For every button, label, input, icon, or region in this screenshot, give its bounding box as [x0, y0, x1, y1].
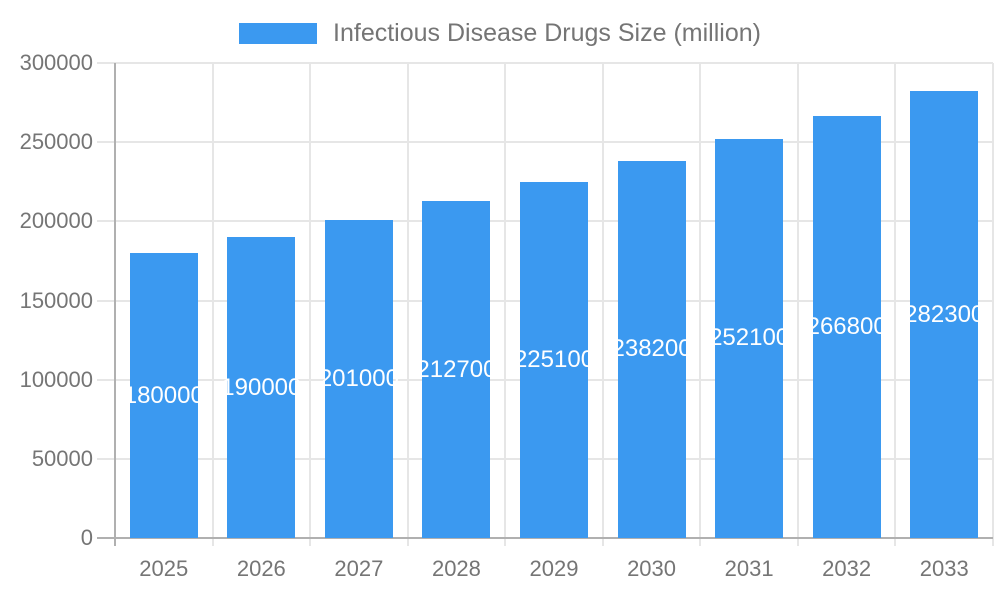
x-tick-label: 2029: [529, 556, 579, 581]
x-tick-label: 2025: [139, 556, 189, 581]
bar-value-label: 238200: [611, 335, 692, 363]
x-tick-label: 2027: [334, 556, 384, 581]
legend-swatch-icon: [239, 22, 318, 44]
bar-value-label: 252100: [709, 324, 790, 352]
bar-value-label: 225100: [513, 345, 595, 373]
y-tick-label: 50000: [31, 445, 93, 471]
x-tick-label: 2028: [431, 556, 481, 581]
y-gridline: [97, 62, 993, 64]
x-gridline: [309, 63, 312, 546]
y-gridline: [97, 141, 993, 144]
x-gridline: [504, 63, 507, 546]
bar-2029: [520, 181, 588, 538]
bar-value-label: 201000: [318, 364, 399, 392]
bar-2027: [324, 219, 393, 538]
x-tick-label: 2030: [627, 556, 677, 581]
y-tick-label: 250000: [19, 129, 93, 155]
x-tick-label: 2032: [822, 556, 872, 581]
y-tick-label: 150000: [19, 287, 93, 313]
bar-2033: [910, 91, 979, 538]
bar-value-label: 180000: [123, 381, 204, 409]
x-tick-label: 2031: [724, 556, 774, 581]
y-tick-label: 0: [80, 525, 93, 550]
y-tick-label: 100000: [19, 366, 93, 392]
x-gridline: [601, 63, 604, 546]
y-tick-label: 200000: [19, 208, 93, 234]
bar-2031: [715, 138, 784, 538]
bar-value-label: 282300: [904, 300, 985, 328]
bar-2028: [422, 201, 491, 538]
bar-value-label: 212700: [416, 355, 497, 383]
x-gridline: [894, 63, 897, 546]
bar-value-label: 190000: [221, 373, 302, 401]
x-gridline: [796, 63, 799, 546]
y-tick-label: 300000: [19, 50, 93, 75]
chart-legend: Infectious Disease Drugs Size (million): [0, 18, 1000, 47]
bar-value-label: 266800: [806, 312, 887, 340]
x-gridline: [699, 63, 702, 546]
x-gridline: [211, 63, 214, 546]
bar-2025: [129, 253, 198, 538]
x-axis-line: [97, 537, 993, 539]
y-axis-line: [114, 63, 116, 546]
legend-label: Infectious Disease Drugs Size (million): [333, 18, 761, 47]
bar-2030: [617, 160, 686, 538]
x-gridline: [406, 63, 409, 546]
bar-2026: [227, 237, 296, 538]
x-tick-label: 2033: [919, 556, 969, 581]
x-gridline: [992, 63, 994, 546]
bar-2032: [812, 115, 881, 538]
x-tick-label: 2026: [236, 556, 286, 581]
